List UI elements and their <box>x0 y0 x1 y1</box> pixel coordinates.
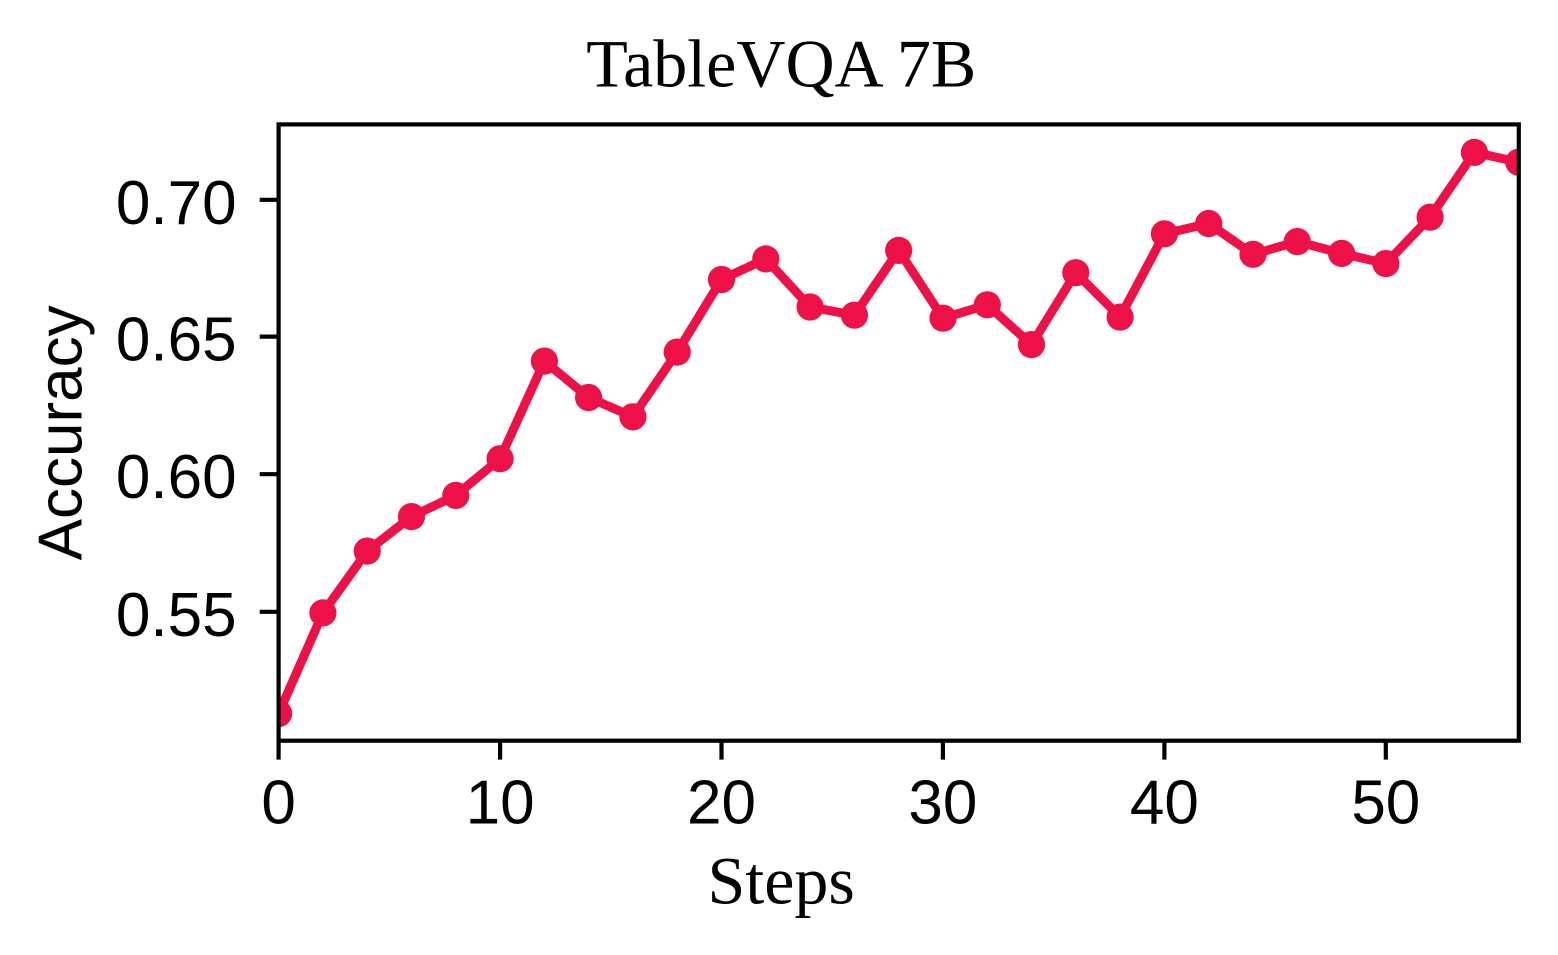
svg-text:20: 20 <box>687 769 756 838</box>
svg-text:0: 0 <box>261 769 295 838</box>
svg-text:0.70: 0.70 <box>116 169 237 238</box>
svg-text:30: 30 <box>908 769 977 838</box>
svg-text:TableVQA 7B: TableVQA 7B <box>586 25 976 101</box>
svg-text:0.55: 0.55 <box>116 581 237 650</box>
svg-text:Accuracy: Accuracy <box>27 305 96 560</box>
svg-text:50: 50 <box>1351 769 1420 838</box>
svg-text:0.65: 0.65 <box>116 306 237 375</box>
svg-text:40: 40 <box>1130 769 1199 838</box>
svg-text:10: 10 <box>466 769 535 838</box>
svg-text:0.60: 0.60 <box>116 443 237 512</box>
svg-text:Steps: Steps <box>708 842 855 918</box>
